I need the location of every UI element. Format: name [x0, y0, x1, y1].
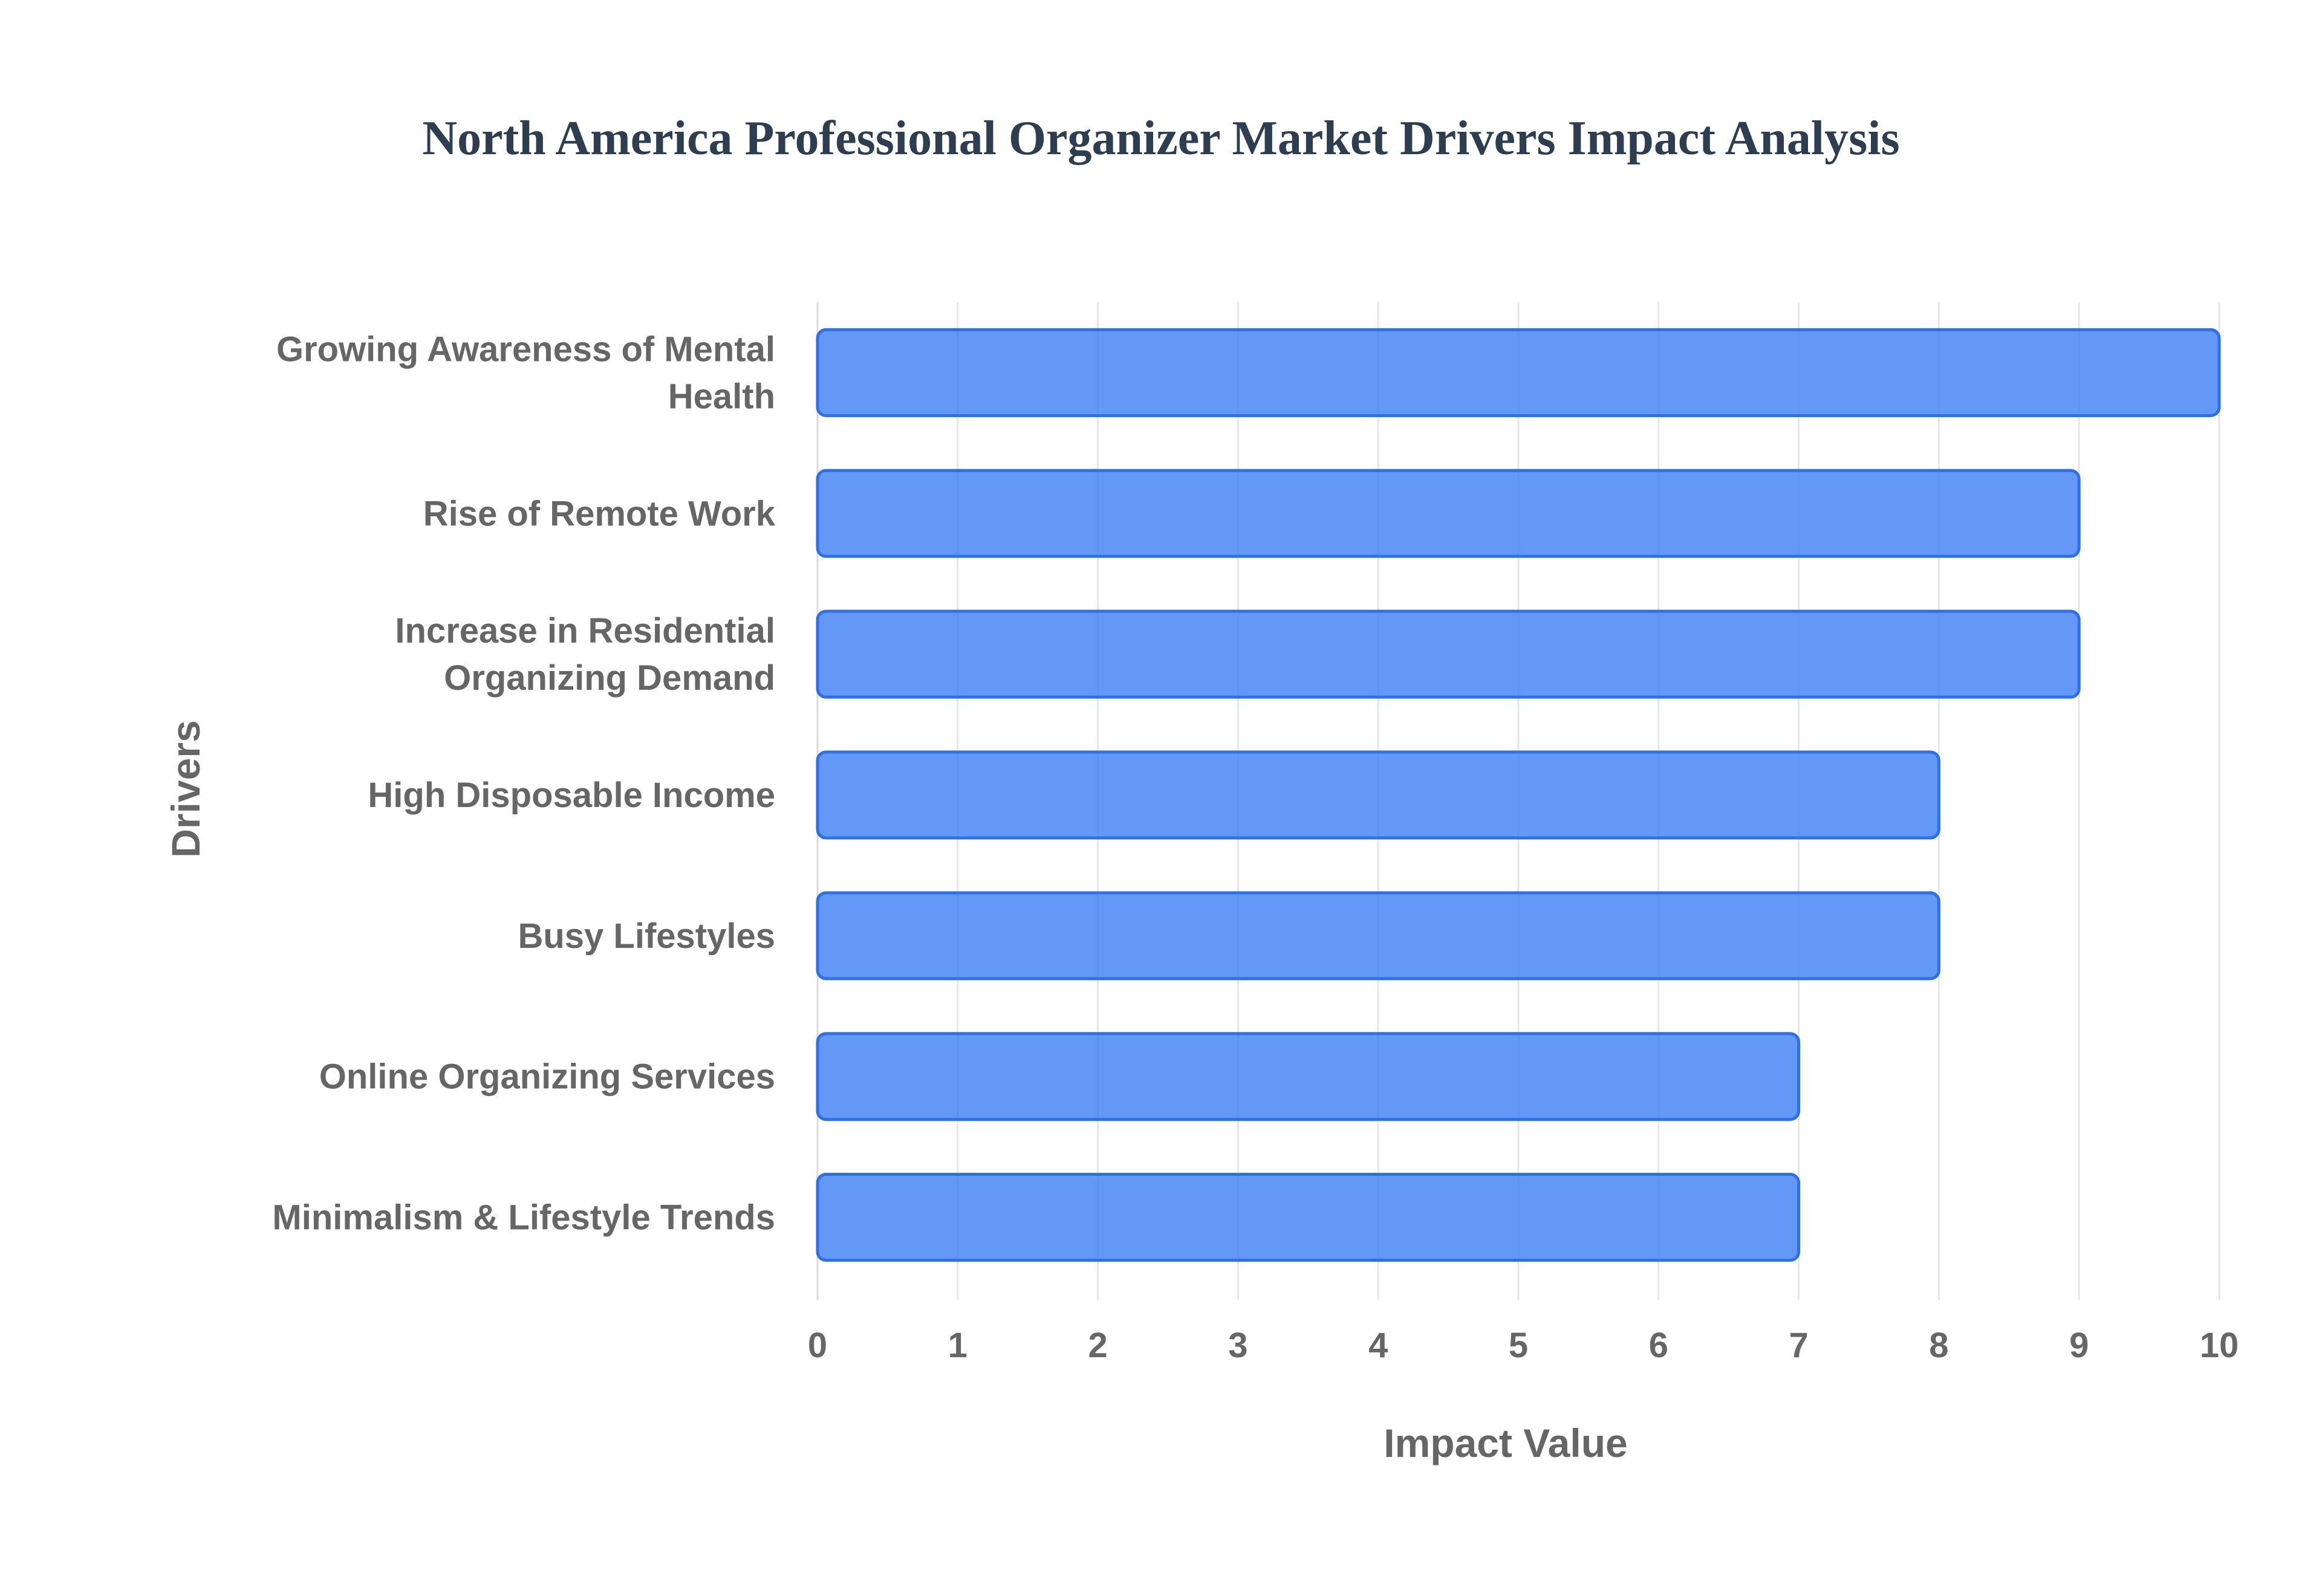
- category-label: High Disposable Income: [368, 776, 775, 815]
- bar: [816, 609, 2081, 699]
- bars: [816, 328, 2221, 1262]
- x-tick-label: 5: [1509, 1326, 1528, 1365]
- chart-title: North America Professional Organizer Mar…: [422, 112, 1899, 165]
- x-tick-label: 1: [948, 1326, 968, 1365]
- x-axis-title: Impact Value: [1384, 1421, 1628, 1465]
- bar: [816, 328, 2221, 417]
- category-label: Growing Awareness of Mental Health: [276, 329, 775, 416]
- bar: [816, 469, 2081, 558]
- y-axis-title: Drivers: [163, 720, 208, 858]
- category-label: Online Organizing Services: [319, 1057, 775, 1097]
- category-label: Rise of Remote Work: [423, 494, 776, 533]
- x-tick-label: 2: [1088, 1326, 1107, 1365]
- x-tick-labels: 0 1 2 3 4 5 6 7 8 9 10: [808, 1326, 2239, 1365]
- x-tick-label: 7: [1789, 1326, 1808, 1365]
- bar: [816, 891, 1940, 981]
- x-tick-label: 9: [2069, 1326, 2089, 1365]
- category-labels: Growing Awareness of Mental Health Rise of…: [272, 329, 775, 1237]
- category-label: Increase in Residential Organizing Demand: [395, 611, 775, 698]
- x-tick-label: 8: [1929, 1326, 1948, 1365]
- category-label: Busy Lifestyles: [518, 916, 775, 956]
- x-tick-label: 4: [1368, 1326, 1388, 1365]
- x-tick-label: 10: [2200, 1326, 2239, 1365]
- x-tick-label: 6: [1649, 1326, 1668, 1365]
- bar: [816, 750, 1940, 840]
- x-tick-label: 0: [808, 1326, 827, 1365]
- x-tick-label: 3: [1228, 1326, 1247, 1365]
- bar: [816, 1173, 1801, 1262]
- bar: [816, 1032, 1801, 1121]
- category-label: Minimalism & Lifestyle Trends: [272, 1198, 775, 1238]
